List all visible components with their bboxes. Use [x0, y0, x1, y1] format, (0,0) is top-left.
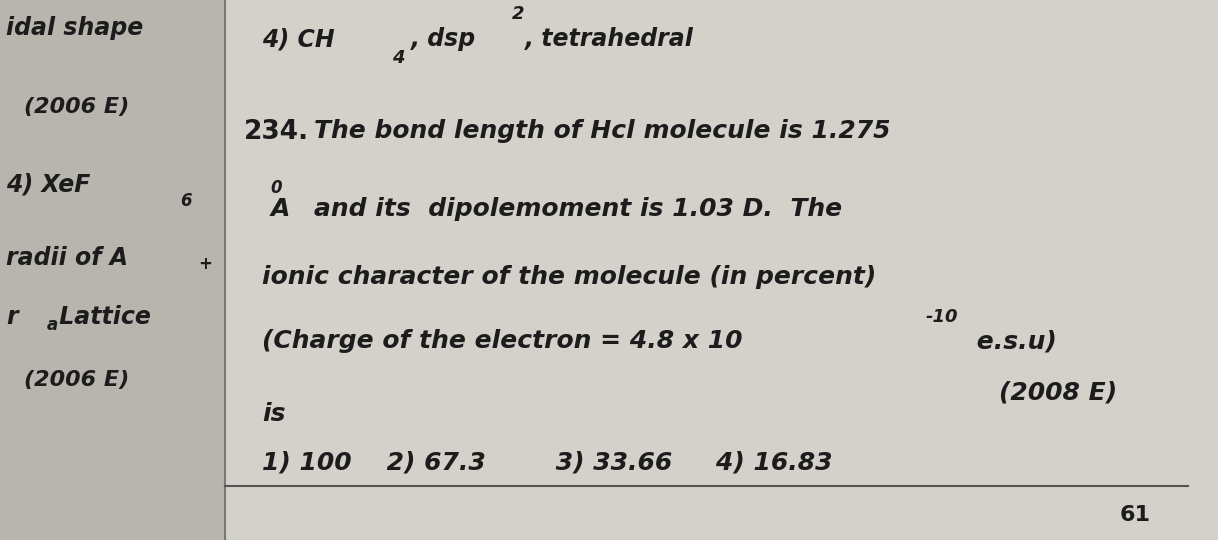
Text: -10: -10: [926, 308, 959, 326]
Text: (2006 E): (2006 E): [24, 370, 129, 390]
Text: , dsp: , dsp: [410, 27, 475, 51]
Text: 4) XeF: 4) XeF: [6, 173, 90, 197]
Text: 4: 4: [392, 49, 404, 66]
Text: , tetrahedral: , tetrahedral: [525, 27, 694, 51]
Text: 6: 6: [180, 192, 192, 210]
Text: 234.: 234.: [244, 119, 308, 145]
Text: 4) CH: 4) CH: [262, 27, 335, 51]
Text: The bond length of Hcl molecule is 1.275: The bond length of Hcl molecule is 1.275: [314, 119, 890, 143]
Text: and its  dipolemoment is 1.03 D.  The: and its dipolemoment is 1.03 D. The: [314, 197, 843, 221]
Text: a: a: [46, 316, 57, 334]
Text: radii of A: radii of A: [6, 246, 128, 269]
Text: (2006 E): (2006 E): [24, 97, 129, 117]
Text: 2: 2: [512, 5, 524, 23]
Text: 61: 61: [1121, 505, 1151, 525]
Text: ionic character of the molecule (in percent): ionic character of the molecule (in perc…: [262, 265, 876, 288]
Text: (2008 E): (2008 E): [999, 381, 1117, 404]
Text: 0: 0: [270, 179, 283, 197]
Text: Lattice: Lattice: [51, 305, 151, 329]
Text: A: A: [270, 197, 290, 221]
Text: +: +: [199, 255, 212, 273]
Bar: [0, 0, 225, 540]
Text: e.s.u): e.s.u): [968, 329, 1057, 353]
Text: 1) 100    2) 67.3        3) 33.66     4) 16.83: 1) 100 2) 67.3 3) 33.66 4) 16.83: [262, 451, 832, 475]
Text: idal shape: idal shape: [6, 16, 144, 40]
Text: r: r: [6, 305, 18, 329]
Text: is: is: [262, 402, 285, 426]
Text: (Charge of the electron = 4.8 x 10: (Charge of the electron = 4.8 x 10: [262, 329, 742, 353]
